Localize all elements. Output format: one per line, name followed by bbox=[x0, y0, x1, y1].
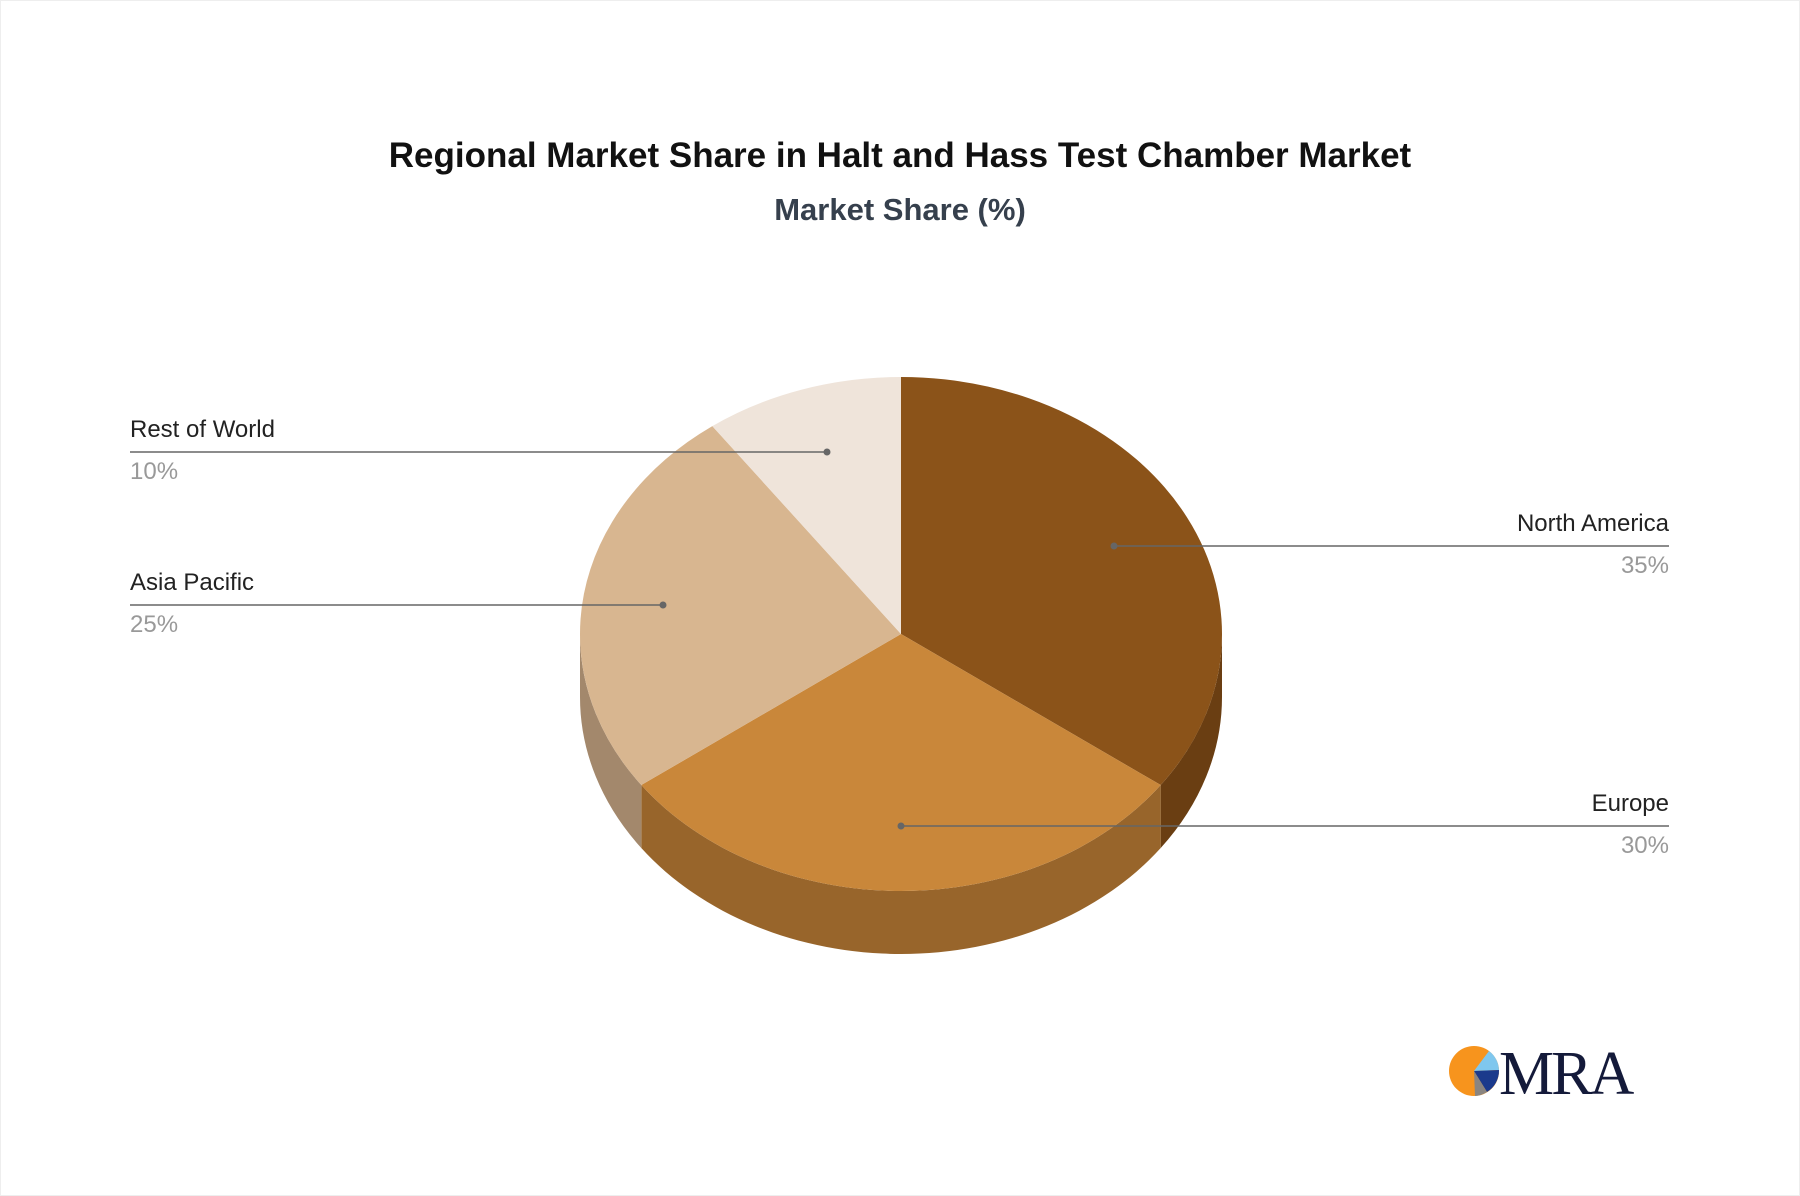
label-asia-pacific: Asia Pacific bbox=[130, 569, 255, 596]
label-north-america: North America bbox=[1516, 510, 1669, 537]
pie-side-asia-pacific bbox=[580, 634, 642, 849]
value-europe: 30% bbox=[1620, 832, 1669, 859]
svg-text:MRA: MRA bbox=[1499, 1040, 1634, 1100]
pie-slice-north-america[interactable] bbox=[901, 377, 1222, 786]
pie-side-north-america bbox=[1160, 634, 1222, 849]
pie-slice-rest-of-world[interactable] bbox=[712, 377, 901, 634]
pie-slice-asia-pacific[interactable] bbox=[580, 426, 901, 786]
value-asia-pacific: 25% bbox=[130, 611, 179, 638]
label-rest-of-world: Rest of World bbox=[130, 416, 275, 443]
pie-side-europe bbox=[641, 785, 1161, 954]
chart-subtitle: Market Share (%) bbox=[774, 192, 1026, 227]
value-rest-of-world: 10% bbox=[130, 458, 179, 485]
leader-dot-rest-of-world bbox=[823, 448, 831, 456]
leader-dot-north-america bbox=[1110, 542, 1118, 550]
leader-dot-europe bbox=[897, 822, 905, 830]
value-north-america: 35% bbox=[1620, 552, 1669, 579]
chart-title: Regional Market Share in Halt and Hass T… bbox=[388, 136, 1412, 175]
leader-dot-asia-pacific bbox=[659, 601, 667, 609]
mra-logo: MRA bbox=[1449, 1040, 1637, 1100]
label-europe: Europe bbox=[1591, 790, 1669, 817]
